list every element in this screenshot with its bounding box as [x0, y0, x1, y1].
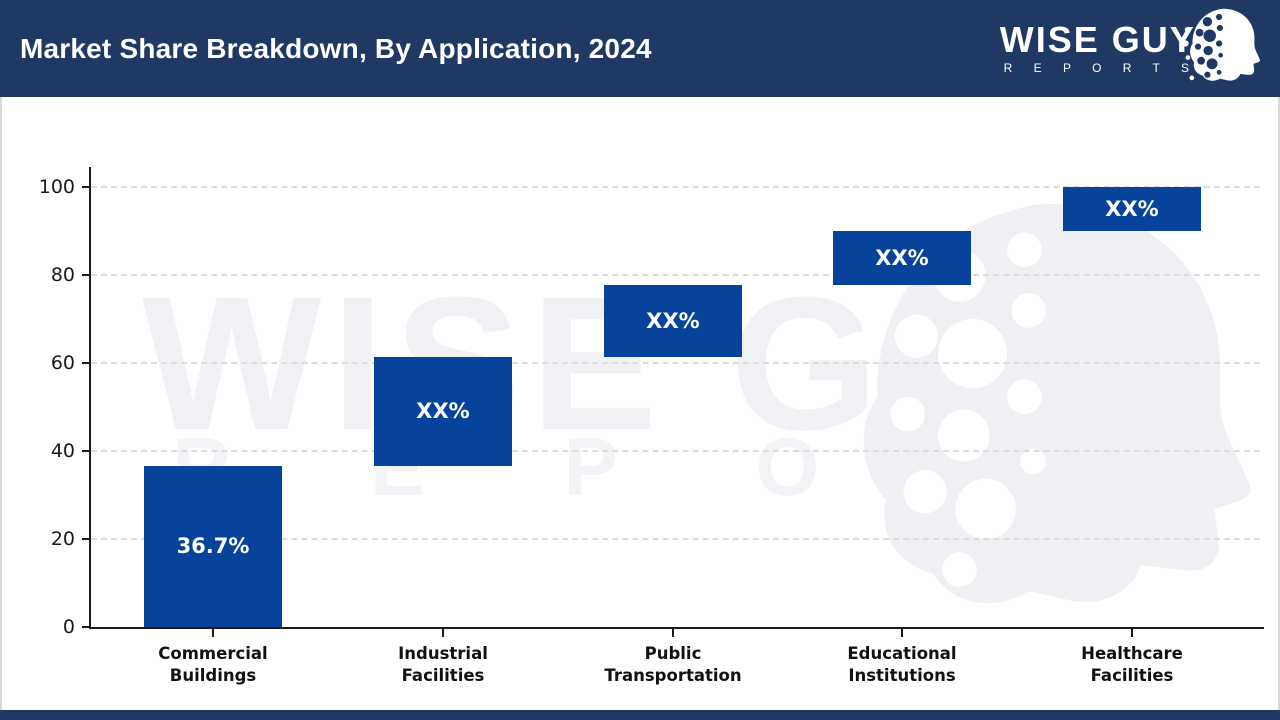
gridline-80	[91, 274, 1260, 276]
bar-2: XX%	[604, 284, 742, 357]
y-tick-label: 60	[50, 352, 75, 374]
category-label: Industrial Facilities	[398, 644, 488, 685]
bar-1: XX%	[374, 356, 512, 466]
gridline-100	[91, 186, 1260, 188]
x-tick-1	[442, 629, 444, 637]
bar-value-label: XX%	[646, 308, 700, 333]
y-tick-label: 40	[50, 440, 75, 462]
category-label: Educational Institutions	[847, 644, 957, 685]
y-tick-100	[82, 186, 90, 188]
header-band: Market Share Breakdown, By Application, …	[0, 0, 1280, 97]
y-tick-label: 0	[62, 616, 75, 638]
bar-value-label: 36.7%	[176, 534, 250, 559]
bar-4: XX%	[1063, 187, 1201, 231]
plot-area: 0 20 40 60 80 100 36.7% Commercial Buildings XX% I…	[2, 97, 1278, 710]
y-tick-80	[82, 274, 90, 276]
category-label: Commercial Buildings	[158, 644, 268, 685]
x-tick-0	[212, 629, 214, 637]
y-tick-20	[82, 538, 90, 540]
bar-3: XX%	[833, 230, 971, 285]
bar-0: 36.7%	[144, 465, 282, 627]
logo-wordmark: WISE GUY	[999, 19, 1196, 60]
x-tick-3	[901, 629, 903, 637]
y-tick-0	[82, 626, 90, 628]
bar-value-label: XX%	[1105, 196, 1159, 221]
logo-subtitle: R E P O R T S	[1003, 61, 1198, 75]
category-label: Healthcare Facilities	[1081, 644, 1183, 685]
gridline-40	[91, 450, 1260, 452]
y-tick-40	[82, 450, 90, 452]
x-axis-spine	[89, 627, 1264, 629]
y-tick-label: 20	[50, 528, 75, 550]
y-tick-label: 80	[50, 264, 75, 286]
footer-bar	[0, 710, 1280, 720]
chart-canvas: WISE GUY R E P O R T S 02040608010036.7%…	[0, 97, 1280, 710]
page-title: Market Share Breakdown, By Application, …	[20, 32, 652, 64]
category-label: Public Transportation	[604, 644, 742, 685]
wiseguy-head-icon	[1184, 8, 1260, 81]
gridline-20	[91, 538, 1260, 540]
wiseguy-logo: WISE GUY R E P O R T S	[998, 6, 1262, 92]
y-axis-spine	[89, 167, 91, 629]
x-tick-2	[672, 629, 674, 637]
gridline-60	[91, 362, 1260, 364]
y-tick-60	[82, 362, 90, 364]
y-tick-label: 100	[38, 176, 75, 198]
watermark-head-icon	[863, 203, 1251, 604]
bar-value-label: XX%	[416, 399, 470, 424]
bar-value-label: XX%	[875, 245, 929, 270]
x-tick-4	[1131, 629, 1133, 637]
